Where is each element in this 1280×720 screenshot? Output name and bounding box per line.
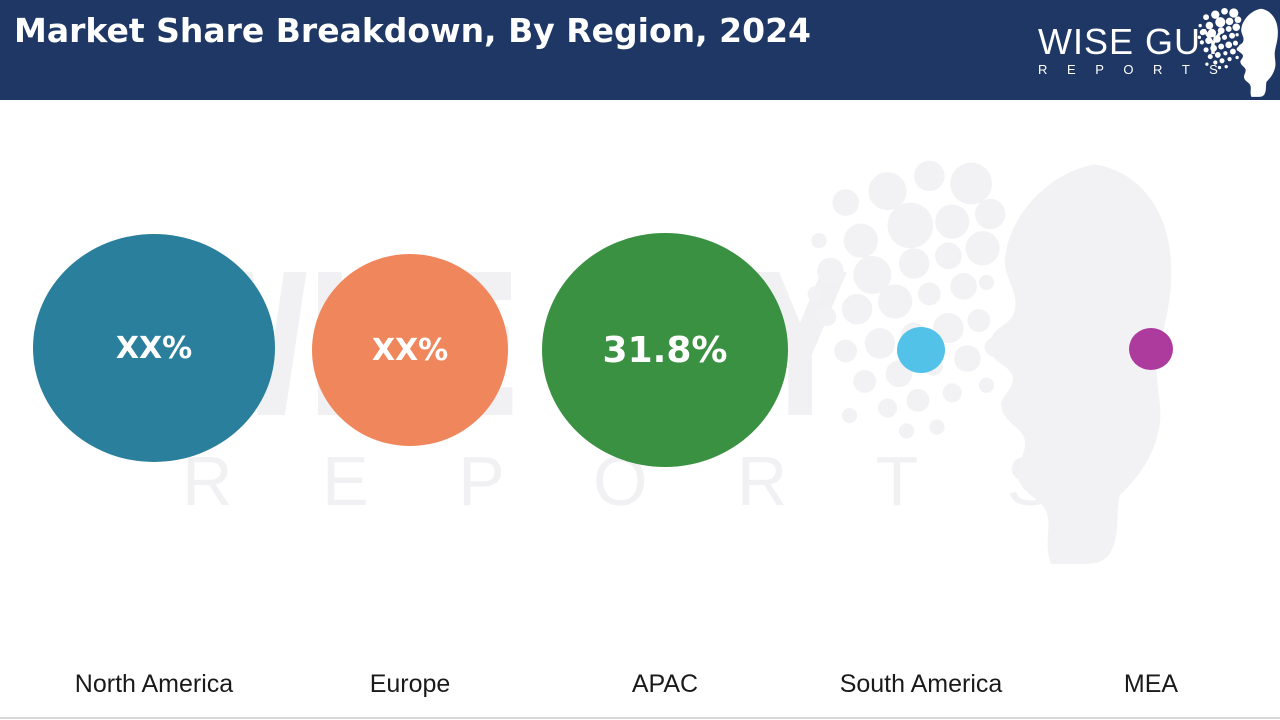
bubble-europe: XX%: [312, 254, 508, 446]
header-bar: Market Share Breakdown, By Region, 2024 …: [0, 0, 1280, 100]
wiseguy-head-icon: [1197, 7, 1278, 97]
region-label-apac: APAC: [631, 670, 699, 698]
bubble-value: 31.8%: [602, 329, 728, 371]
bubble-apac: 31.8%: [542, 233, 788, 467]
region-label-north-america: North America: [74, 670, 234, 698]
bubble-value: XX%: [371, 332, 449, 368]
region-label-south-america: South America: [839, 670, 1003, 698]
bubble-north-america: XX%: [33, 234, 275, 462]
page-title: Market Share Breakdown, By Region, 2024: [14, 11, 811, 50]
brand-logo-text: WISE GUY R E P O R T S: [1038, 21, 1227, 78]
bubble-mea: [1129, 328, 1173, 370]
bubble-value: XX%: [115, 330, 193, 366]
watermark-head-icon: [807, 160, 1172, 565]
brand-name: WISE GUY: [1038, 21, 1227, 62]
region-label-mea: MEA: [1123, 670, 1179, 698]
bottom-divider: [0, 717, 1280, 719]
region-label-europe: Europe: [369, 670, 451, 698]
brand-subtitle: R E P O R T S: [1038, 62, 1226, 77]
bubble-south-america: [897, 327, 945, 373]
